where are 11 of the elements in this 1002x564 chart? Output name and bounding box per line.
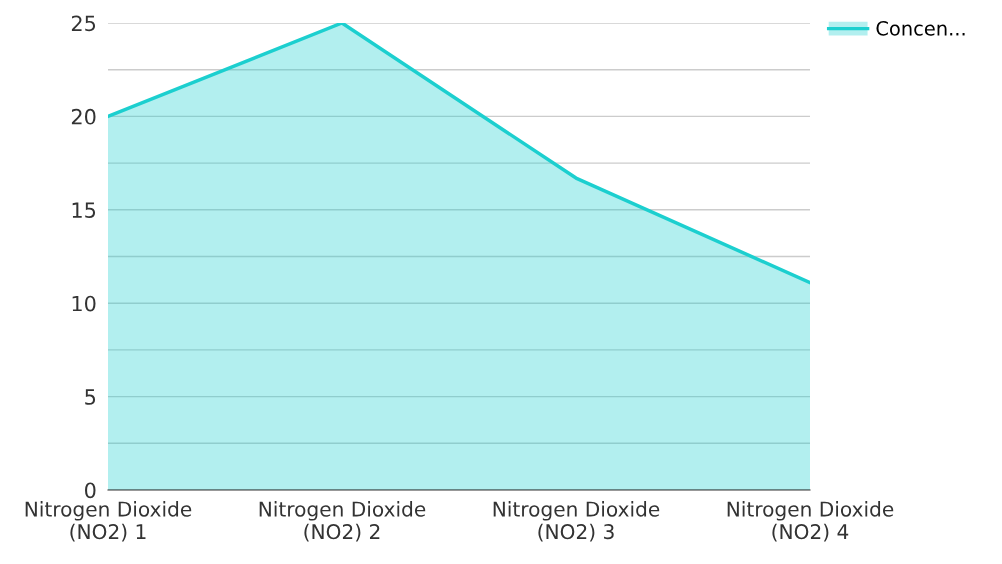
x-tick-label: Nitrogen Dioxide (NO2) 3: [493, 501, 660, 542]
x-tick-label: Nitrogen Dioxide (NO2) 4: [727, 501, 894, 542]
x-tick-label: Nitrogen Dioxide (NO2) 1: [25, 501, 192, 542]
y-tick-label: 0: [85, 482, 96, 499]
y-tick-label: 15: [72, 202, 96, 219]
y-tick-label: 20: [71, 108, 96, 125]
y-tick-label: 10: [72, 295, 96, 312]
y-tick-label: 25: [71, 15, 96, 32]
legend-label: Concen...: [876, 21, 965, 36]
y-tick-label: 5: [85, 389, 96, 405]
x-tick-label: Nitrogen Dioxide (NO2) 2: [259, 501, 426, 542]
